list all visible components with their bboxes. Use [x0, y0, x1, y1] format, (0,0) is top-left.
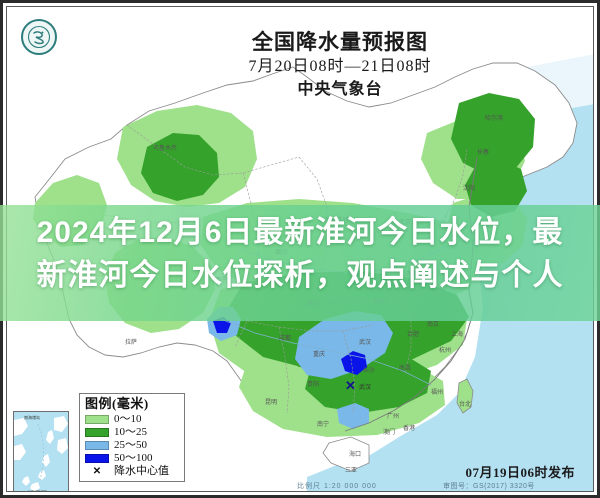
- legend-swatch: [85, 454, 109, 464]
- dragon-icon: [27, 25, 51, 49]
- city-label: 拉萨: [125, 340, 138, 346]
- legend-label: 0～10: [114, 413, 142, 426]
- city-label: 广州: [387, 414, 400, 420]
- city-label: 沈阳: [463, 186, 476, 192]
- issue-time-label: 07月19日06时发布: [465, 465, 575, 480]
- headline-line-1: 2024年12月6日最新淮河今日水位，最: [36, 216, 564, 249]
- map-title-block: 全国降水量预报图 7月20日08时—21日08时 中央气象台: [225, 29, 455, 101]
- legend-entries: 0～10 10～25 25～50 50～100: [85, 413, 180, 465]
- legend-swatch: [85, 441, 109, 451]
- city-label: 澳门: [383, 430, 396, 436]
- city-label: 海口: [349, 452, 362, 458]
- legend-label: 50～100: [114, 452, 153, 465]
- legend-row: 10～25: [85, 426, 180, 439]
- inset-title: 南海诸岛: [24, 415, 40, 420]
- legend-row-precip-center: ✕ 降水中心值: [85, 465, 180, 478]
- legend-swatch: [85, 428, 109, 438]
- headline-overlay-band: [0, 205, 600, 321]
- city-label: 台北: [459, 402, 472, 408]
- map-approval-label: 审图号：GS(2017) 3320号: [443, 483, 535, 490]
- map-valid-period: 7月20日08时—21日08时: [248, 58, 432, 76]
- city-label: 南京: [427, 322, 440, 328]
- legend-swatch: [85, 415, 109, 425]
- city-label: 乌鲁木齐: [153, 146, 178, 152]
- city-label: 成都: [279, 336, 292, 342]
- headline-line-2: 新淮河今日水位探析，观点阐述与个人: [36, 258, 564, 292]
- precip-center-marker: ✕: [345, 378, 356, 393]
- ocean-area: [307, 103, 593, 491]
- legend-label: 25～50: [114, 439, 147, 452]
- legend-row: 50～100: [85, 452, 180, 465]
- legend-row: 0～10: [85, 413, 180, 426]
- city-label: 长春: [477, 150, 490, 156]
- city-label: 杭州: [439, 348, 452, 354]
- map-title: 全国降水量预报图: [252, 30, 428, 54]
- city-label: 重庆: [313, 352, 326, 358]
- city-label: 南昌: [399, 366, 412, 372]
- hainan-island: [322, 436, 370, 472]
- legend-label: 10～25: [114, 426, 147, 439]
- south-china-sea-inset: 南海诸岛 1:20 000 000: [13, 411, 69, 492]
- inset-graphic: [14, 412, 68, 491]
- city-label: 上海: [451, 332, 464, 338]
- headline-overlay-text: 2024年12月6日最新淮河今日水位，最 新淮河今日水位探析，观点阐述与个人: [0, 212, 600, 297]
- inset-scale: 1:20 000 000: [28, 489, 47, 492]
- map-organization: 中央气象台: [297, 81, 383, 99]
- taiwan-island: [456, 378, 474, 414]
- ocean-northwest: [527, 54, 593, 111]
- city-label: 南宁: [317, 422, 330, 428]
- map-scale-label: 比例尺 1:20 000 000: [297, 483, 377, 490]
- city-label: 福州: [431, 390, 444, 396]
- legend-label-precip-center: 降水中心值: [114, 465, 169, 478]
- legend-box: 图例(毫米) 0～10 10～25 25～50 50～100 ✕ 降水中心值: [79, 393, 185, 483]
- cma-logo: [21, 19, 57, 55]
- precip-center-symbol-icon: ✕: [92, 466, 102, 478]
- city-label: 合肥: [407, 332, 420, 338]
- legend-title: 图例(毫米): [85, 396, 149, 411]
- city-label: 昆明: [265, 400, 278, 406]
- city-label: 贵阳: [307, 382, 320, 388]
- city-label: 香港: [403, 426, 416, 432]
- city-label: 三亚: [345, 468, 358, 474]
- legend-row: 25～50: [85, 439, 180, 452]
- city-label: 长沙: [363, 368, 376, 374]
- city-label: 武汉: [359, 340, 372, 346]
- precip-center-label: 武汉: [359, 385, 372, 391]
- city-label: 哈尔滨: [485, 116, 504, 122]
